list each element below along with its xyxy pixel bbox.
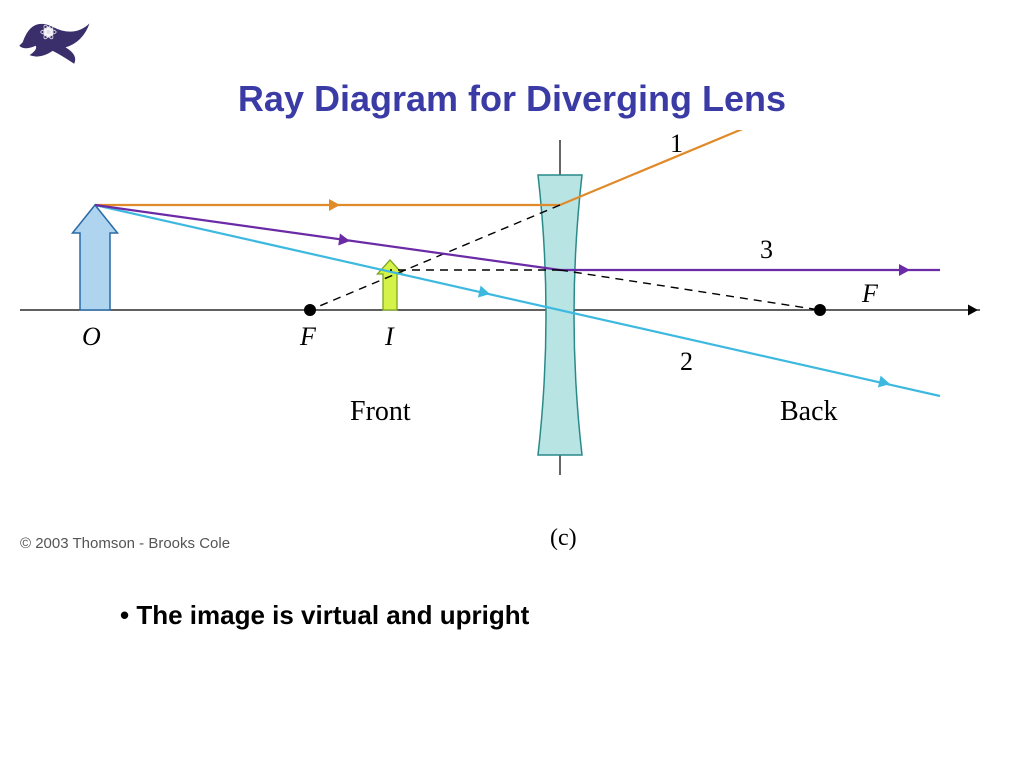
lizard-logo-icon bbox=[12, 8, 102, 68]
copyright-text: © 2003 Thomson - Brooks Cole bbox=[20, 535, 230, 552]
svg-text:F: F bbox=[299, 322, 317, 351]
bullet-point: The image is virtual and upright bbox=[120, 600, 529, 631]
svg-text:3: 3 bbox=[760, 235, 773, 264]
svg-text:Front: Front bbox=[350, 396, 411, 427]
svg-text:I: I bbox=[384, 322, 395, 351]
slide: Ray Diagram for Diverging Lens 1 2 3 O F I F Fr… bbox=[0, 0, 1024, 768]
svg-text:1: 1 bbox=[670, 130, 683, 158]
ray-diagram: 1 2 3 O F I F Front Back (c) bbox=[20, 130, 980, 550]
svg-text:O: O bbox=[82, 322, 101, 351]
svg-text:F: F bbox=[861, 279, 879, 308]
svg-text:2: 2 bbox=[680, 347, 693, 376]
svg-text:Back: Back bbox=[780, 396, 838, 427]
slide-title: Ray Diagram for Diverging Lens bbox=[0, 78, 1024, 120]
svg-text:(c): (c) bbox=[550, 525, 577, 550]
